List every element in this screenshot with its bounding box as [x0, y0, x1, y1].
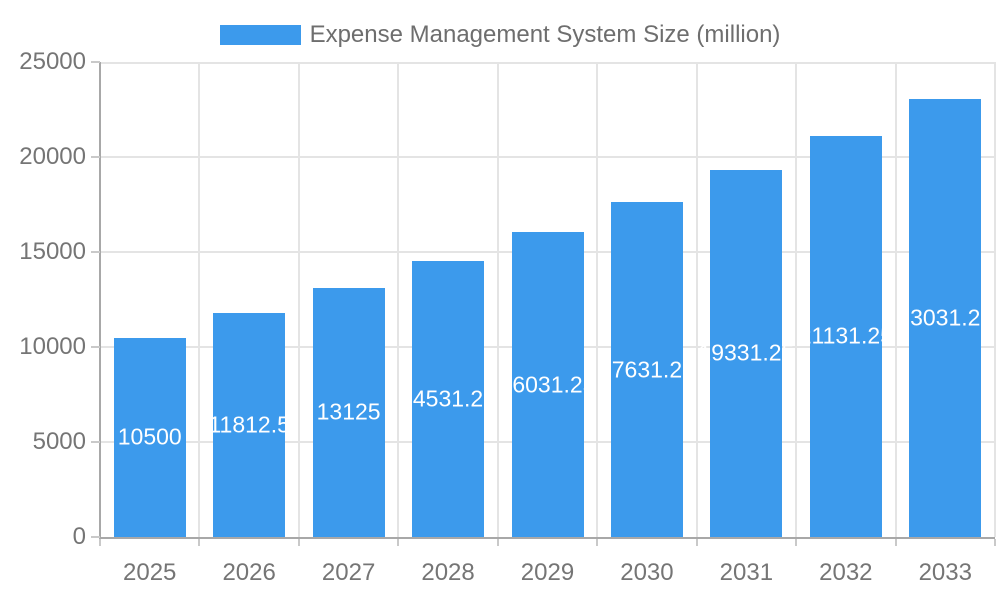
- x-tick-label: 2028: [421, 559, 475, 586]
- x-axis-tick: [795, 539, 798, 546]
- x-tick-label: 2025: [123, 559, 177, 586]
- x-tick-label: 2032: [819, 559, 873, 586]
- bar-value-label: 17631.25: [598, 356, 695, 382]
- y-axis-tick: [91, 61, 100, 63]
- v-gridline: [198, 62, 201, 537]
- x-tick-label: 2026: [222, 559, 276, 586]
- y-axis-tick: [91, 251, 100, 253]
- y-axis-tick: [91, 346, 100, 348]
- y-axis-line: [99, 62, 101, 539]
- y-axis-tick: [91, 156, 100, 158]
- y-tick-label: 5000: [32, 428, 86, 455]
- x-tick-label: 2030: [620, 559, 674, 586]
- v-gridline: [397, 62, 400, 537]
- x-axis-tick: [695, 539, 698, 546]
- bar-value-label: 21131.25: [798, 322, 893, 349]
- bar-2032[interactable]: 21131.25: [799, 135, 893, 537]
- x-axis-tick: [596, 539, 599, 546]
- v-gridline: [695, 62, 698, 537]
- v-gridline: [795, 62, 798, 537]
- y-tick-label: 15000: [19, 238, 86, 265]
- x-tick-label: 2027: [321, 559, 376, 586]
- x-axis-tick: [297, 539, 300, 546]
- bar-value-label: 16031.25: [499, 371, 596, 398]
- x-axis-tick: [994, 539, 996, 546]
- bar-2033[interactable]: 23031.25: [897, 99, 993, 537]
- bar-2026[interactable]: 11812.5: [208, 312, 290, 537]
- v-gridline: [297, 62, 300, 537]
- v-gridline: [496, 62, 499, 537]
- plot-area: 10500 11812.5 13125 14531.25 16031.25 17631.2…: [100, 62, 996, 537]
- v-gridline: [894, 62, 897, 537]
- x-axis-line: [100, 537, 995, 539]
- legend-label: Expense Management System Size (million): [309, 21, 781, 48]
- v-gridline: [596, 62, 599, 537]
- x-axis-tick: [894, 539, 897, 546]
- x-tick-label: 2033: [918, 559, 972, 586]
- x-axis-tick: [397, 539, 400, 546]
- bar-2028[interactable]: 14531.25: [400, 260, 496, 537]
- y-axis-tick: [91, 441, 100, 443]
- y-tick-label: 10000: [19, 333, 86, 360]
- x-axis-tick: [198, 539, 201, 546]
- x-tick-label: 2031: [719, 559, 774, 586]
- bar-value-label: 19331.25: [698, 339, 795, 366]
- bar-2029[interactable]: 16031.25: [500, 232, 595, 537]
- bar-value-label: 13125: [316, 398, 381, 425]
- legend-swatch: [219, 25, 301, 46]
- y-tick-label: 25000: [19, 48, 86, 75]
- chart-legend[interactable]: Expense Management System Size (million): [0, 21, 1000, 50]
- bar-2030[interactable]: 17631.25: [599, 202, 695, 537]
- v-gridline: [994, 62, 996, 537]
- bar-2025[interactable]: 10500: [113, 337, 186, 537]
- x-axis-tick: [496, 539, 499, 546]
- x-axis-tick: [99, 539, 101, 546]
- bar-value-label: 10500: [117, 423, 182, 450]
- bar-2031[interactable]: 19331.25: [698, 169, 794, 537]
- h-gridline: [100, 156, 995, 158]
- y-tick-label: 0: [72, 523, 86, 550]
- x-tick-label: 2029: [520, 559, 575, 586]
- y-axis-tick: [91, 536, 100, 538]
- h-gridline: [100, 62, 995, 64]
- y-axis-labels: 0 5000 10000 15000 20000 25000: [0, 48, 86, 550]
- y-tick-label: 20000: [19, 143, 86, 170]
- bar-value-label: 23031.25: [897, 304, 994, 331]
- bar-value-label: 14531.25: [400, 385, 497, 412]
- bar-value-label: 11812.5: [208, 411, 290, 438]
- bar-2027[interactable]: 13125: [312, 287, 385, 537]
